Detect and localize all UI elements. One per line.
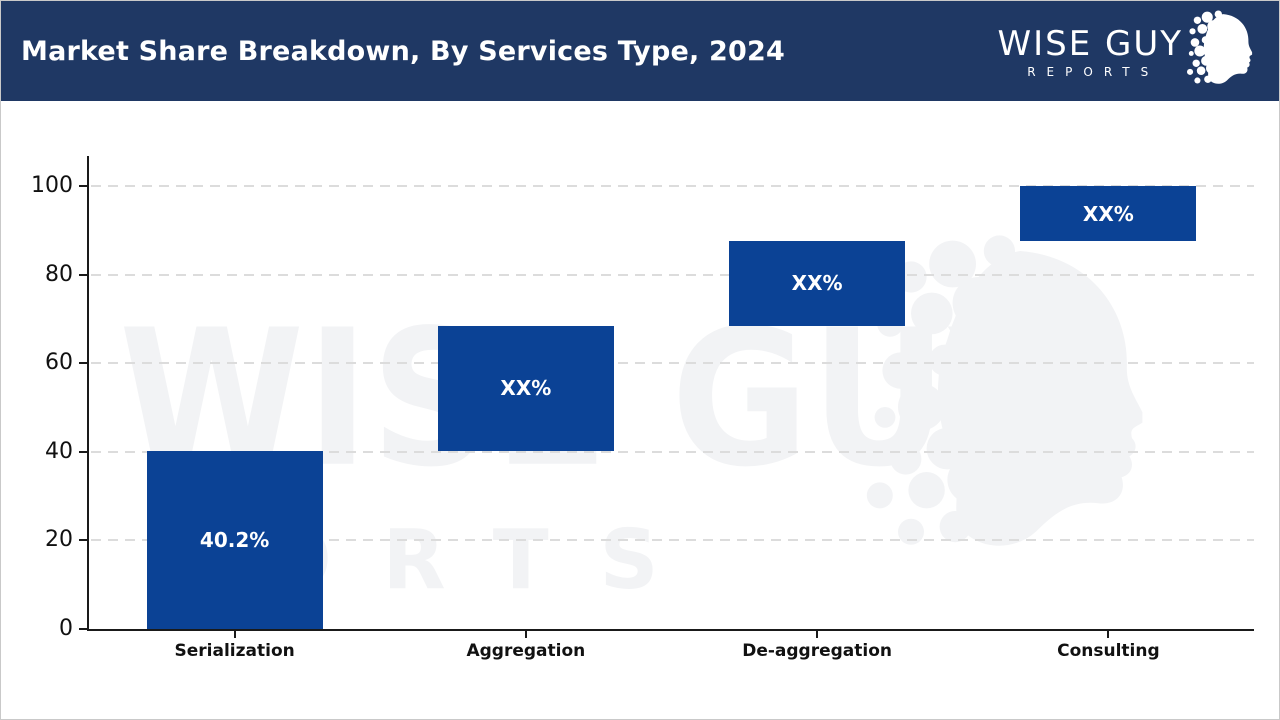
y-axis-line (87, 156, 89, 631)
y-tick (79, 185, 87, 187)
wiseguy-logo: WISE GUY REPORTS (997, 8, 1265, 94)
bar-serialization (146, 450, 323, 629)
y-tick-label: 0 (59, 616, 73, 641)
y-tick-label: 60 (45, 350, 73, 376)
y-tick (79, 362, 87, 365)
logo-brand-text: WISE GUY (997, 24, 1183, 65)
x-tick (524, 631, 527, 638)
bar-aggregation (437, 325, 614, 451)
x-tick (816, 631, 819, 638)
x-category-label: Serialization (174, 641, 295, 661)
page-title: Market Share Breakdown, By Services Type… (21, 35, 786, 67)
y-tick-label: 20 (45, 527, 73, 553)
x-axis-line (87, 629, 1254, 631)
y-gridline (91, 273, 1254, 276)
bar-consulting (1020, 186, 1197, 242)
y-tick (79, 539, 87, 542)
y-gridline (91, 450, 1254, 453)
x-tick (1107, 631, 1110, 638)
x-category-label: De-aggregation (742, 641, 893, 661)
bar-value-label: XX% (791, 271, 843, 296)
bar-de-aggregation (729, 241, 906, 326)
header-bar: Market Share Breakdown, By Services Type… (1, 1, 1279, 101)
x-category-label: Consulting (1057, 641, 1160, 661)
y-tick (79, 450, 87, 453)
bar-value-label: XX% (1082, 201, 1134, 226)
logo-sub-text: REPORTS (1027, 64, 1160, 79)
x-tick (233, 631, 236, 638)
bar-value-label: 40.2% (199, 527, 270, 552)
y-tick-label: 100 (31, 173, 73, 198)
y-gridline (91, 185, 1254, 187)
y-tick-label: 80 (45, 261, 73, 287)
dotted-head-icon (1186, 10, 1253, 84)
y-tick (79, 628, 87, 630)
y-tick-label: 40 (45, 438, 73, 464)
y-gridline (91, 362, 1254, 365)
logo-wordmark: WISE GUY REPORTS (997, 24, 1183, 79)
bar-value-label: XX% (500, 376, 552, 401)
y-gridline (91, 539, 1254, 542)
y-tick (79, 273, 87, 276)
x-category-label: Aggregation (466, 641, 586, 661)
